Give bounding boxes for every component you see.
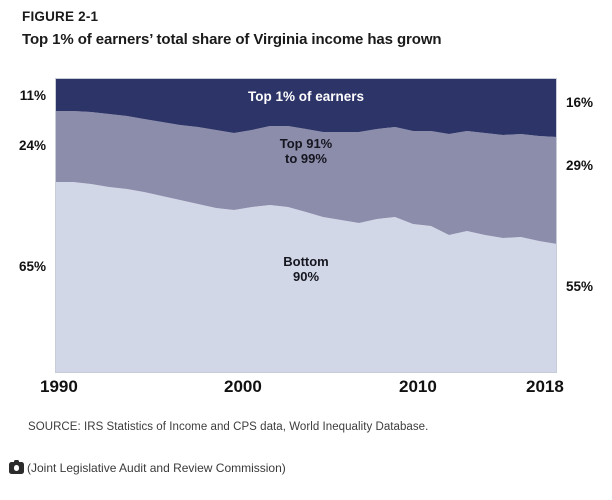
figure-title: Top 1% of earners’ total share of Virgin…	[22, 31, 442, 48]
chart-svg	[55, 78, 557, 373]
x-tick-2000: 2000	[224, 377, 262, 396]
right-value-bottom-90: 55%	[566, 279, 594, 294]
area-band-top-1	[55, 78, 557, 137]
area-band-bottom-90	[55, 182, 557, 373]
credit-line: (Joint Legislative Audit and Review Comm…	[9, 460, 286, 475]
right-value-top-1-percent: 16%	[566, 95, 594, 110]
plot-border	[55, 78, 557, 373]
figure-number: FIGURE 2-1	[22, 9, 99, 24]
right-value-top-91-to-99: 29%	[566, 158, 594, 173]
left-value-top-91-to-99: 24%	[18, 138, 46, 153]
stacked-area-chart: Top 1% of earners Top 91% to 99% Bottom …	[55, 78, 557, 373]
left-value-top-1-percent: 11%	[19, 88, 46, 103]
x-tick-2018: 2018	[526, 377, 564, 396]
camera-icon	[9, 460, 24, 474]
credit-text: (Joint Legislative Audit and Review Comm…	[27, 461, 286, 475]
source-note: SOURCE: IRS Statistics of Income and CPS…	[28, 421, 429, 433]
x-tick-2010: 2010	[399, 377, 437, 396]
x-axis: 1990 2000 2010 2018	[0, 377, 612, 405]
area-band-top-91-99	[55, 111, 557, 244]
x-tick-1990: 1990	[40, 377, 78, 396]
left-value-bottom-90: 65%	[18, 259, 46, 274]
